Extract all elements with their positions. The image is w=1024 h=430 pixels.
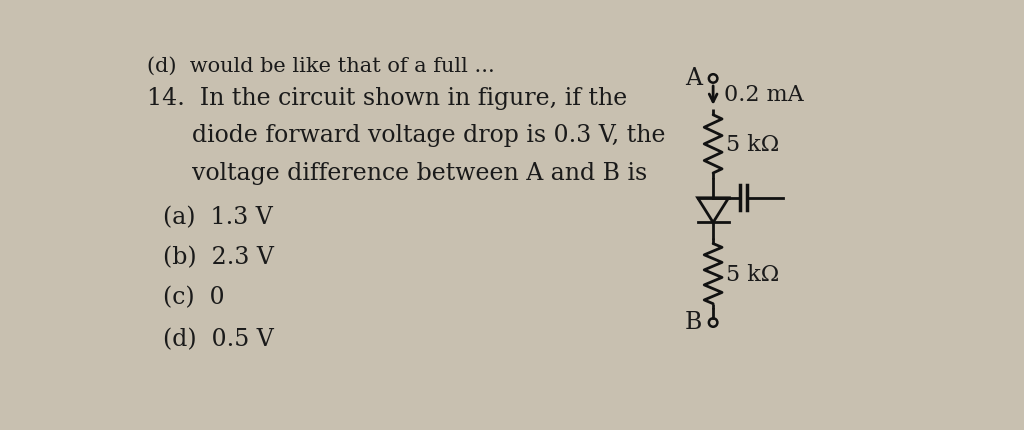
Text: (b)  2.3 V: (b) 2.3 V — [163, 246, 273, 269]
Text: 0.2 mA: 0.2 mA — [724, 84, 804, 106]
Text: A: A — [685, 67, 702, 90]
Text: voltage difference between A and B is: voltage difference between A and B is — [147, 161, 647, 184]
Text: 5 kΩ: 5 kΩ — [726, 134, 779, 156]
Text: diode forward voltage drop is 0.3 V, the: diode forward voltage drop is 0.3 V, the — [147, 124, 666, 147]
Text: 5 kΩ: 5 kΩ — [726, 263, 779, 285]
Text: (d)  would be like that of a full ...: (d) would be like that of a full ... — [147, 56, 496, 75]
Text: (c)  0: (c) 0 — [163, 286, 224, 309]
Text: (a)  1.3 V: (a) 1.3 V — [163, 206, 272, 229]
Text: B: B — [685, 310, 702, 334]
Text: 14.  In the circuit shown in figure, if the: 14. In the circuit shown in figure, if t… — [147, 87, 628, 110]
Text: (d)  0.5 V: (d) 0.5 V — [163, 327, 273, 350]
